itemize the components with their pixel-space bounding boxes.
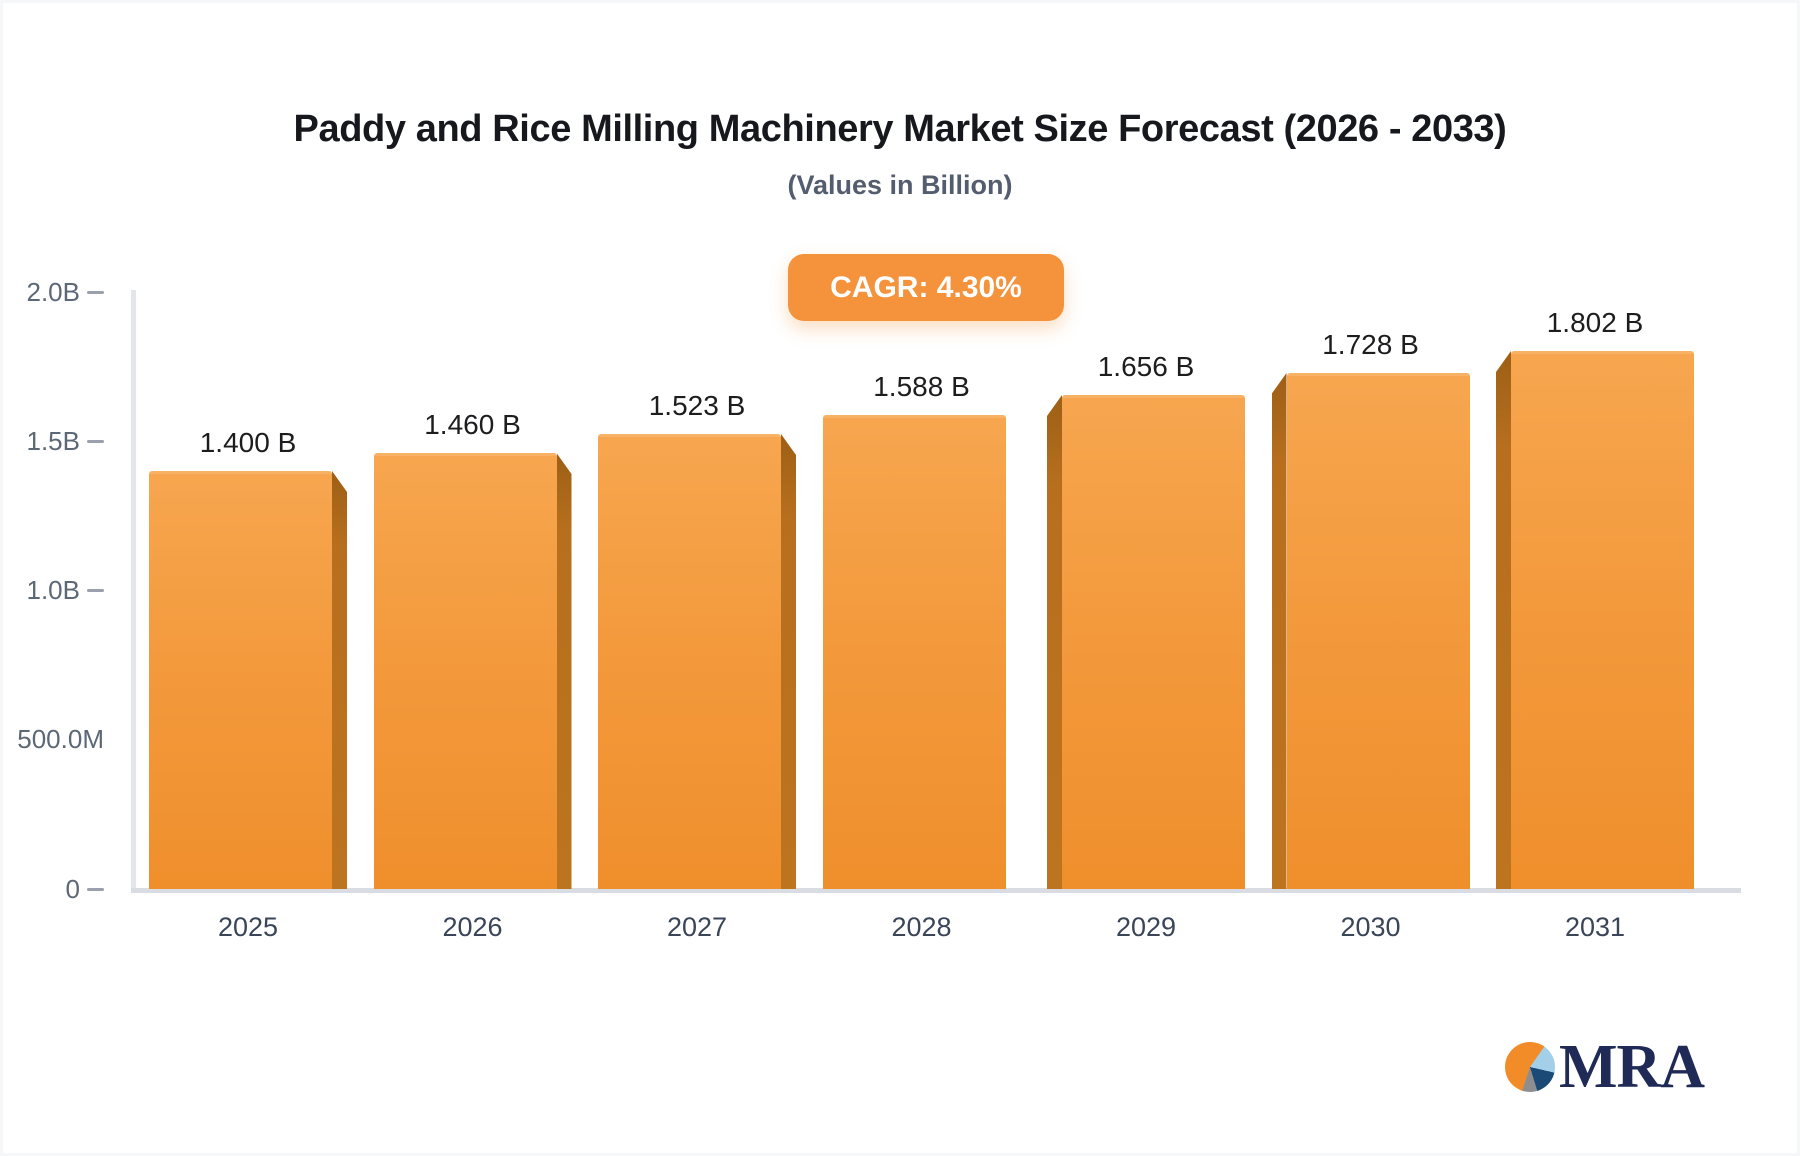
bar-group-2029: [1047, 0, 1245, 889]
bar: [1286, 373, 1470, 889]
bar-side-shade: [1496, 351, 1511, 889]
y-tick-row: 2.0B: [0, 277, 104, 307]
bar-value-label: 1.460 B: [424, 409, 521, 440]
bar-value-label: 1.728 B: [1322, 329, 1419, 360]
y-tick-label: 1.0B: [26, 575, 81, 605]
x-axis-label-2030: 2030: [1340, 912, 1401, 942]
bar-value-label: 1.656 B: [1097, 351, 1195, 382]
bar-side-shade: [556, 453, 572, 889]
mra-logo-text: MRA: [1559, 1033, 1705, 1101]
y-tick-label: 1.5B: [26, 425, 81, 456]
cagr-badge-label: CAGR: 4.30%: [830, 270, 1022, 304]
bar: [822, 415, 1006, 889]
cagr-badge: CAGR: 4.30%: [788, 254, 1064, 321]
x-axis-baseline: [131, 888, 1741, 893]
bar-group-2026: [373, 0, 572, 889]
bar-group-2025: [149, 0, 347, 889]
x-axis-label-2028: 2028: [891, 912, 952, 942]
bar-value-label: 1.523 B: [648, 390, 746, 421]
bar-group-2031: [1496, 0, 1694, 889]
bar-value-label: 1.588 B: [873, 371, 970, 402]
mra-logo: MRA: [1505, 1030, 1705, 1104]
bar-side-shade: [332, 471, 347, 889]
y-tick-row: 1.0B: [0, 575, 104, 606]
bar-group-2030: [1271, 0, 1470, 889]
y-tick-dash: [87, 589, 104, 592]
chart-subtitle: (Values in Billion): [787, 170, 1013, 200]
y-tick-label: 0: [65, 873, 80, 904]
bar-value-label: 1.802 B: [1546, 307, 1644, 338]
x-axis-label-2025: 2025: [217, 912, 279, 942]
bar-value-label: 1.400 B: [199, 427, 297, 458]
y-tick-dash: [87, 887, 104, 891]
y-tick-row: 1.5B: [0, 426, 104, 456]
bar: [373, 453, 557, 889]
y-tick-label: 2.0B: [26, 276, 81, 307]
y-axis-line: [131, 290, 136, 893]
pie-chart-logo-icon: [1505, 1042, 1555, 1092]
bar: [149, 471, 332, 889]
bar: [1062, 395, 1245, 889]
x-axis-label-2031: 2031: [1564, 912, 1626, 942]
x-axis-label-2026: 2026: [442, 912, 503, 942]
y-tick-label: 500.0M: [17, 724, 104, 755]
y-tick-row: 0: [0, 874, 104, 904]
bar-group-2028: [822, 0, 1021, 889]
x-axis-label-2027: 2027: [666, 912, 728, 942]
bar-side-shade: [781, 434, 796, 889]
y-tick-dash: [87, 439, 104, 443]
bar-side-shade: [1047, 395, 1062, 889]
bar: [1511, 351, 1694, 889]
chart-title: Paddy and Rice Milling Machinery Market …: [293, 108, 1507, 150]
bar-group-2027: [598, 0, 796, 889]
bar: [598, 434, 781, 889]
y-tick-dash: [87, 290, 104, 294]
bar-side-shade: [1271, 373, 1287, 889]
y-tick-row: 500.0M: [0, 724, 104, 755]
x-axis-label-2029: 2029: [1115, 912, 1177, 942]
